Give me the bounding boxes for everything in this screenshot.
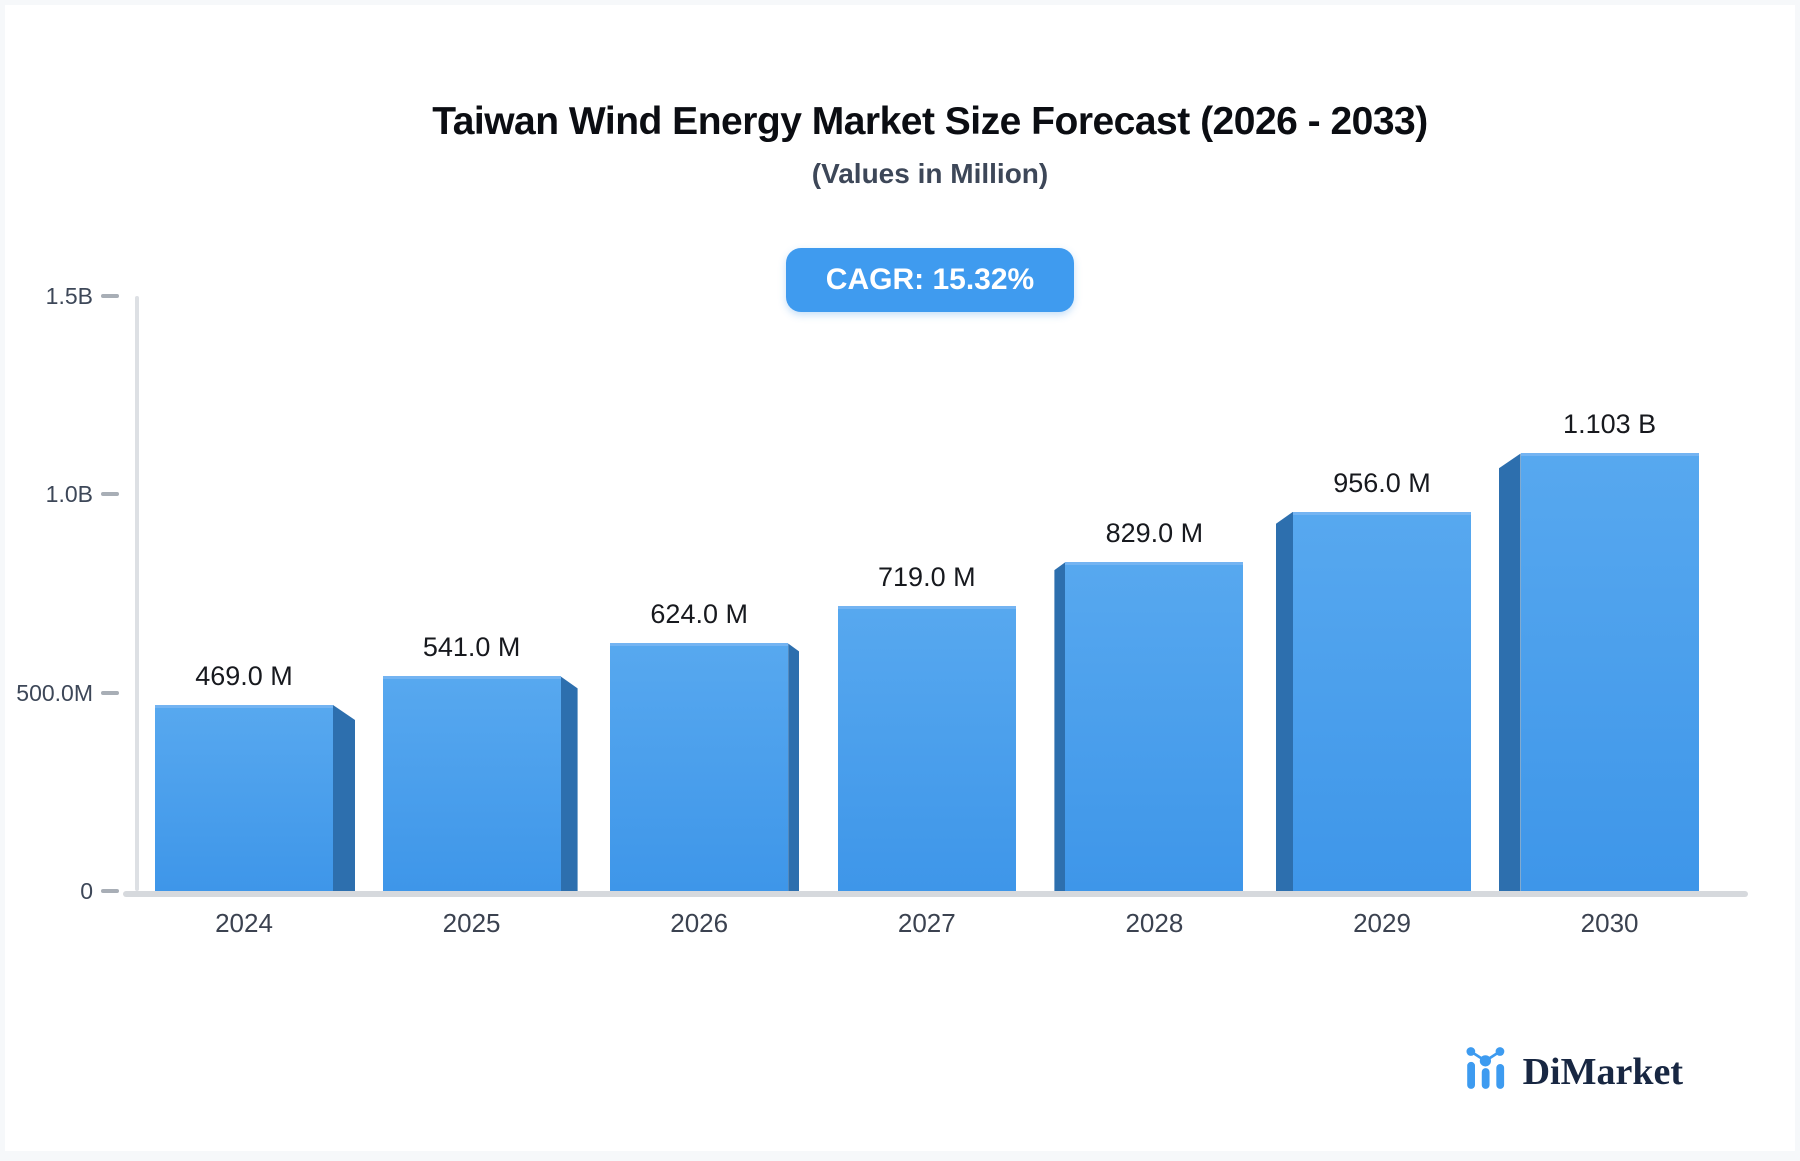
bar-value-label: 469.0 M: [134, 661, 354, 692]
x-tick-label: 2029: [1272, 908, 1492, 939]
bar-value-label: 541.0 M: [362, 632, 582, 663]
bar-2029[interactable]: [1293, 512, 1471, 891]
bar-value-label: 1.103 B: [1500, 409, 1720, 440]
y-tick-label: 0: [5, 878, 93, 905]
y-tick-dash: [101, 889, 119, 893]
bar-2026[interactable]: [610, 643, 788, 891]
y-tick-dash: [101, 691, 119, 695]
bar-2025[interactable]: [383, 676, 561, 891]
bar-side-face: [1276, 512, 1293, 891]
y-tick-label: 500.0M: [5, 680, 93, 707]
x-tick-label: 2030: [1500, 908, 1720, 939]
bar-value-label: 956.0 M: [1272, 468, 1492, 499]
bar-value-label: 719.0 M: [817, 562, 1037, 593]
x-tick-label: 2026: [589, 908, 809, 939]
bar-side-face: [561, 676, 578, 891]
dimarket-logo: DiMarket: [1465, 1039, 1683, 1091]
x-tick-label: 2025: [362, 908, 582, 939]
y-tick-dash: [101, 492, 119, 496]
bar-side-face: [1499, 453, 1521, 891]
bar-chart-plot-area: 0 500.0M 1.0B 1.5B 469.0 M 2024 541.0 M 2025 624…: [5, 5, 1800, 1161]
y-tick-dash: [101, 294, 119, 298]
bar-line-chart-icon: [1465, 1039, 1511, 1091]
bar-side-face: [333, 705, 355, 891]
y-tick-label: 1.0B: [5, 481, 93, 508]
x-tick-label: 2024: [134, 908, 354, 939]
x-tick-label: 2028: [1044, 908, 1264, 939]
x-tick-label: 2027: [817, 908, 1037, 939]
bar-side-face: [788, 643, 799, 891]
dimarket-logo-text: DiMarket: [1523, 1053, 1683, 1091]
bar-2024[interactable]: [155, 705, 333, 891]
bar-2027[interactable]: [838, 606, 1016, 891]
y-tick-label: 1.5B: [5, 283, 93, 310]
bar-value-label: 829.0 M: [1044, 518, 1264, 549]
bar-2030[interactable]: [1521, 453, 1699, 891]
y-axis-line: [135, 296, 139, 891]
x-axis-baseline: [123, 891, 1748, 897]
chart-card: Taiwan Wind Energy Market Size Forecast …: [5, 5, 1795, 1151]
bar-value-label: 624.0 M: [589, 599, 809, 630]
bar-2028[interactable]: [1065, 562, 1243, 891]
bar-side-face: [1054, 562, 1065, 891]
